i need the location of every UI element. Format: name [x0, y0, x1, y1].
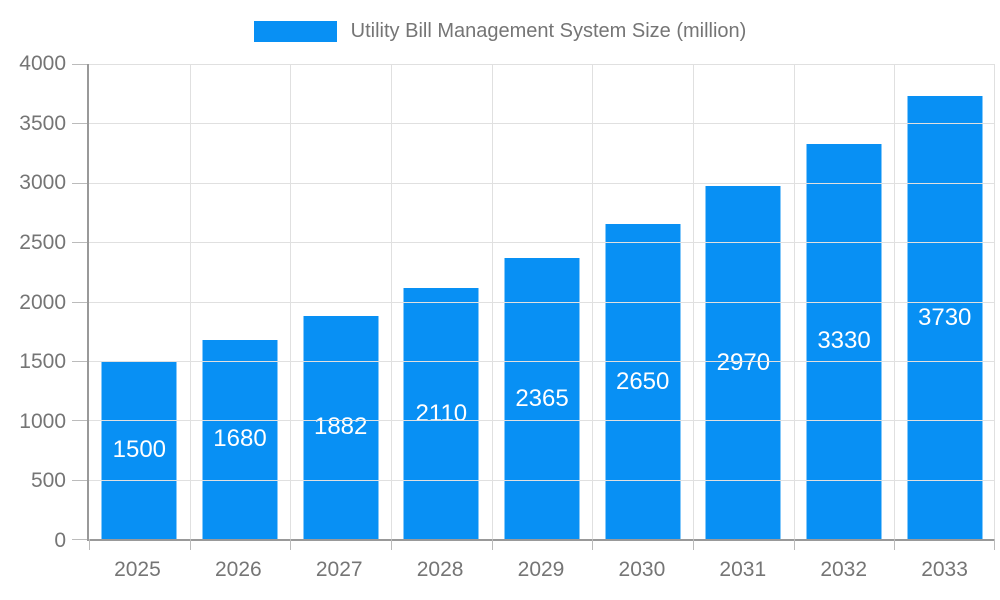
x-axis-labels: 2025 2026 2027 2028 2029 2030 2031 2032 2033 [87, 556, 995, 584]
x-tick-label: 2028 [416, 558, 464, 581]
gridline-horizontal [89, 420, 995, 422]
plot-area: 1500 1680 1882 2110 2365 2650 2970 3330 3730 [72, 64, 995, 550]
bar-2026[interactable]: 1680 [202, 339, 278, 539]
gridline-vertical [894, 64, 896, 539]
bar-cell: 1500 [89, 64, 190, 539]
y-tick-label: 0 [54, 529, 66, 552]
gridline-vertical [692, 64, 694, 539]
x-axis-tick [793, 539, 795, 550]
x-tick-label: 2030 [618, 558, 666, 581]
y-tick-label: 3000 [19, 171, 66, 195]
y-tick-label: 1000 [19, 409, 66, 433]
y-axis-tick [72, 301, 87, 303]
x-axis-tick [89, 539, 90, 550]
x-tick-label: 2025 [114, 558, 161, 581]
y-axis-tick [72, 420, 87, 422]
bar-2033[interactable]: 3730 [907, 96, 983, 539]
x-axis-tick [290, 539, 292, 550]
bar-value-label: 1680 [213, 425, 267, 453]
bar-cell: 2650 [592, 64, 693, 539]
bar-2028[interactable]: 2110 [403, 288, 479, 539]
bar-value-label: 2970 [716, 348, 771, 376]
x-axis-tick [491, 539, 493, 550]
gridline-vertical [793, 64, 795, 539]
gridline-vertical [290, 64, 292, 539]
gridline-vertical [994, 64, 995, 539]
y-axis-tick [72, 479, 87, 481]
bar-value-label: 1882 [313, 413, 368, 441]
y-axis-tick [72, 539, 87, 540]
gridline-horizontal [89, 182, 995, 184]
bar-2029[interactable]: 2365 [504, 258, 580, 539]
y-axis-tick [72, 123, 87, 125]
bar-value-label: 3730 [918, 303, 972, 331]
y-axis-tick [72, 182, 87, 184]
gridline-vertical [491, 64, 493, 539]
x-tick-label: 2033 [921, 558, 968, 581]
x-axis-tick [994, 539, 995, 550]
y-tick-label: 2000 [19, 290, 66, 314]
bar-cell: 3330 [794, 64, 895, 539]
y-axis-tick [72, 360, 87, 362]
y-tick-label: 500 [30, 469, 66, 493]
bar-value-label: 2110 [415, 399, 468, 427]
bar-2031[interactable]: 2970 [705, 186, 781, 539]
gridline-horizontal [89, 123, 995, 125]
bar-cell: 2365 [492, 64, 593, 539]
x-axis-tick [894, 539, 896, 550]
bar-cell: 1680 [190, 64, 291, 539]
bar-value-label: 2650 [615, 367, 670, 395]
y-tick-label: 4000 [19, 52, 66, 75]
bar-2025[interactable]: 1500 [101, 360, 177, 539]
x-tick-label: 2031 [719, 558, 767, 581]
legend[interactable]: Utility Bill Management System Size (mil… [0, 20, 1000, 43]
x-tick-label: 2032 [820, 558, 868, 581]
x-axis-tick [390, 539, 392, 550]
bar-value-label: 1500 [112, 435, 167, 463]
gridline-horizontal [89, 301, 995, 303]
bar-2032[interactable]: 3330 [806, 143, 882, 539]
gridline-horizontal [89, 479, 995, 481]
bar-cell: 2110 [391, 64, 492, 539]
y-axis-tick [72, 242, 87, 244]
gridline-vertical [592, 64, 594, 539]
legend-swatch [253, 21, 337, 42]
x-axis-tick [692, 539, 694, 550]
gridline-horizontal [89, 360, 995, 362]
gridline-horizontal [89, 64, 995, 65]
y-axis-tick [72, 64, 87, 65]
gridline-horizontal [89, 242, 995, 244]
y-tick-label: 3500 [19, 111, 66, 135]
x-tick-label: 2026 [214, 558, 262, 581]
y-tick-label: 1500 [19, 350, 66, 374]
x-axis-tick [189, 539, 191, 550]
y-tick-label: 2500 [19, 230, 66, 254]
gridline-vertical [189, 64, 191, 539]
bar-2027[interactable]: 1882 [303, 315, 379, 539]
x-tick-label: 2029 [517, 558, 565, 581]
x-axis-tick [592, 539, 594, 550]
gridline-vertical [390, 64, 392, 539]
y-axis-labels: 0 500 1000 1500 2000 2500 3000 3500 4000 [0, 52, 66, 552]
bar-value-label: 3330 [817, 327, 871, 355]
bar-value-label: 2365 [515, 384, 569, 412]
bar-cell: 1882 [290, 64, 391, 539]
bar-cell: 3730 [894, 64, 995, 539]
chart-title: Utility Bill Management System Size (mil… [350, 20, 747, 42]
bar-2030[interactable]: 2650 [605, 224, 681, 539]
x-tick-label: 2027 [315, 558, 363, 581]
